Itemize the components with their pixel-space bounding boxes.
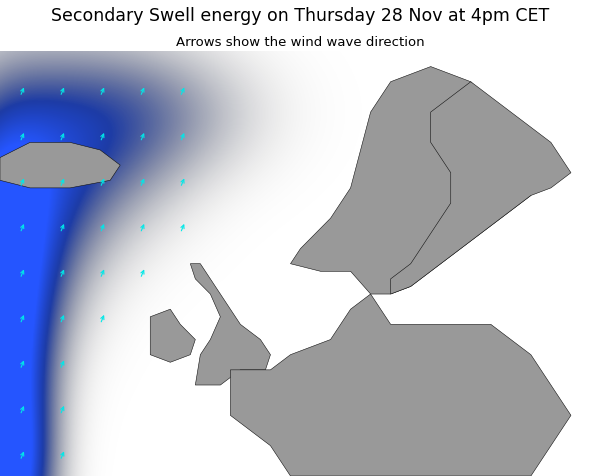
Polygon shape — [391, 82, 571, 294]
Text: Arrows show the wind wave direction: Arrows show the wind wave direction — [176, 36, 425, 49]
Polygon shape — [0, 142, 120, 188]
Polygon shape — [191, 264, 270, 385]
Polygon shape — [290, 67, 531, 294]
Polygon shape — [230, 294, 571, 476]
Polygon shape — [150, 309, 195, 362]
Text: Secondary Swell energy on Thursday 28 Nov at 4pm CET: Secondary Swell energy on Thursday 28 No… — [51, 8, 550, 25]
